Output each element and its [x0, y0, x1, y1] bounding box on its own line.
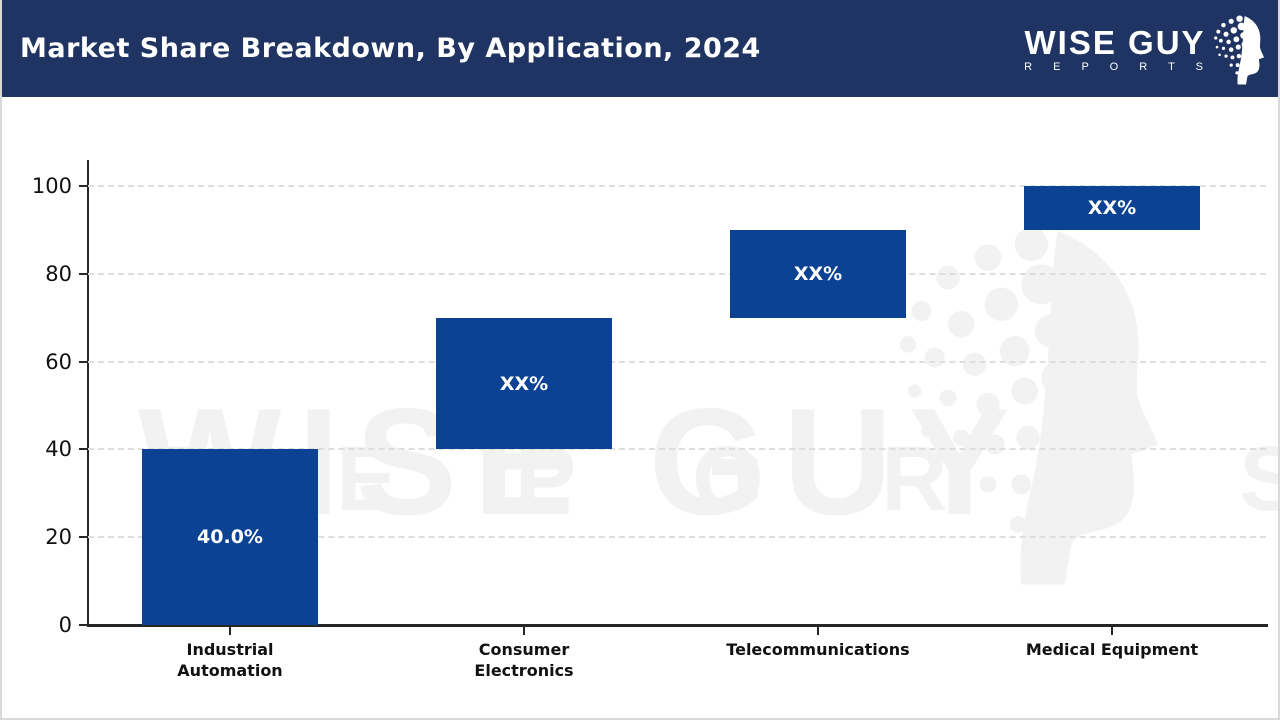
x-label-industrial-automation: Industrial Automation	[83, 639, 377, 681]
x-label-line: Automation	[177, 661, 283, 680]
x-tick-medical-equipment	[1111, 627, 1113, 635]
y-axis-spine	[87, 160, 89, 627]
y-tick-20	[79, 536, 87, 539]
bar-medical-equipment: XX%	[1024, 186, 1200, 230]
y-tick-80	[79, 272, 87, 275]
x-label-medical-equipment: Medical Equipment	[965, 639, 1259, 660]
header-bar: Market Share Breakdown, By Application, …	[0, 0, 1280, 97]
x-label-line: Telecommunications	[726, 640, 910, 659]
x-tick-telecommunications	[817, 627, 819, 635]
gridline-60	[88, 360, 1266, 363]
x-tick-industrial-automation	[229, 627, 231, 635]
bar-consumer-electronics: XX%	[436, 317, 612, 450]
y-tick-0	[79, 624, 87, 626]
chart-title: Market Share Breakdown, By Application, …	[20, 33, 761, 64]
x-label-line: Medical Equipment	[1025, 640, 1199, 659]
gridline-100	[88, 185, 1266, 187]
y-tick-label-40: 40	[45, 437, 72, 462]
x-label-line: Consumer	[478, 640, 570, 659]
bar-industrial-automation: 40.0%	[142, 449, 318, 625]
x-label-telecommunications: Telecommunications	[671, 639, 965, 660]
y-tick-100	[79, 185, 87, 187]
x-label-consumer-electronics: Consumer Electronics	[377, 639, 671, 681]
gridline-40	[88, 448, 1266, 451]
bar-value-label-medical-equipment: XX%	[1087, 196, 1137, 219]
y-tick-label-80: 80	[45, 261, 72, 286]
x-tick-consumer-electronics	[523, 627, 525, 635]
brand-logo-primary: WISE GUY	[1024, 23, 1206, 61]
logo-head-icon	[1214, 15, 1265, 85]
brand-logo: WISE GUY R E P O R T S	[1016, 6, 1266, 92]
y-tick-40	[79, 448, 87, 451]
y-tick-label-0: 0	[58, 613, 72, 637]
x-label-line: Electronics	[474, 661, 574, 680]
bar-value-label-industrial-automation: 40.0%	[197, 526, 263, 549]
y-tick-label-100: 100	[31, 174, 72, 198]
y-tick-60	[79, 360, 87, 363]
x-axis-spine	[87, 624, 1268, 627]
bar-value-label-consumer-electronics: XX%	[499, 372, 549, 395]
brand-logo-text: WISE GUY R E P O R T S	[1018, 23, 1212, 73]
y-tick-label-60: 60	[45, 349, 72, 374]
gridline-80	[88, 272, 1266, 275]
brand-logo-secondary: R E P O R T S	[1024, 60, 1212, 73]
bar-value-label-telecommunications: XX%	[793, 262, 843, 285]
x-label-line: Industrial	[186, 640, 274, 659]
y-tick-label-20: 20	[45, 525, 72, 550]
bar-telecommunications: XX%	[730, 229, 906, 318]
gridline-20	[88, 536, 1266, 539]
